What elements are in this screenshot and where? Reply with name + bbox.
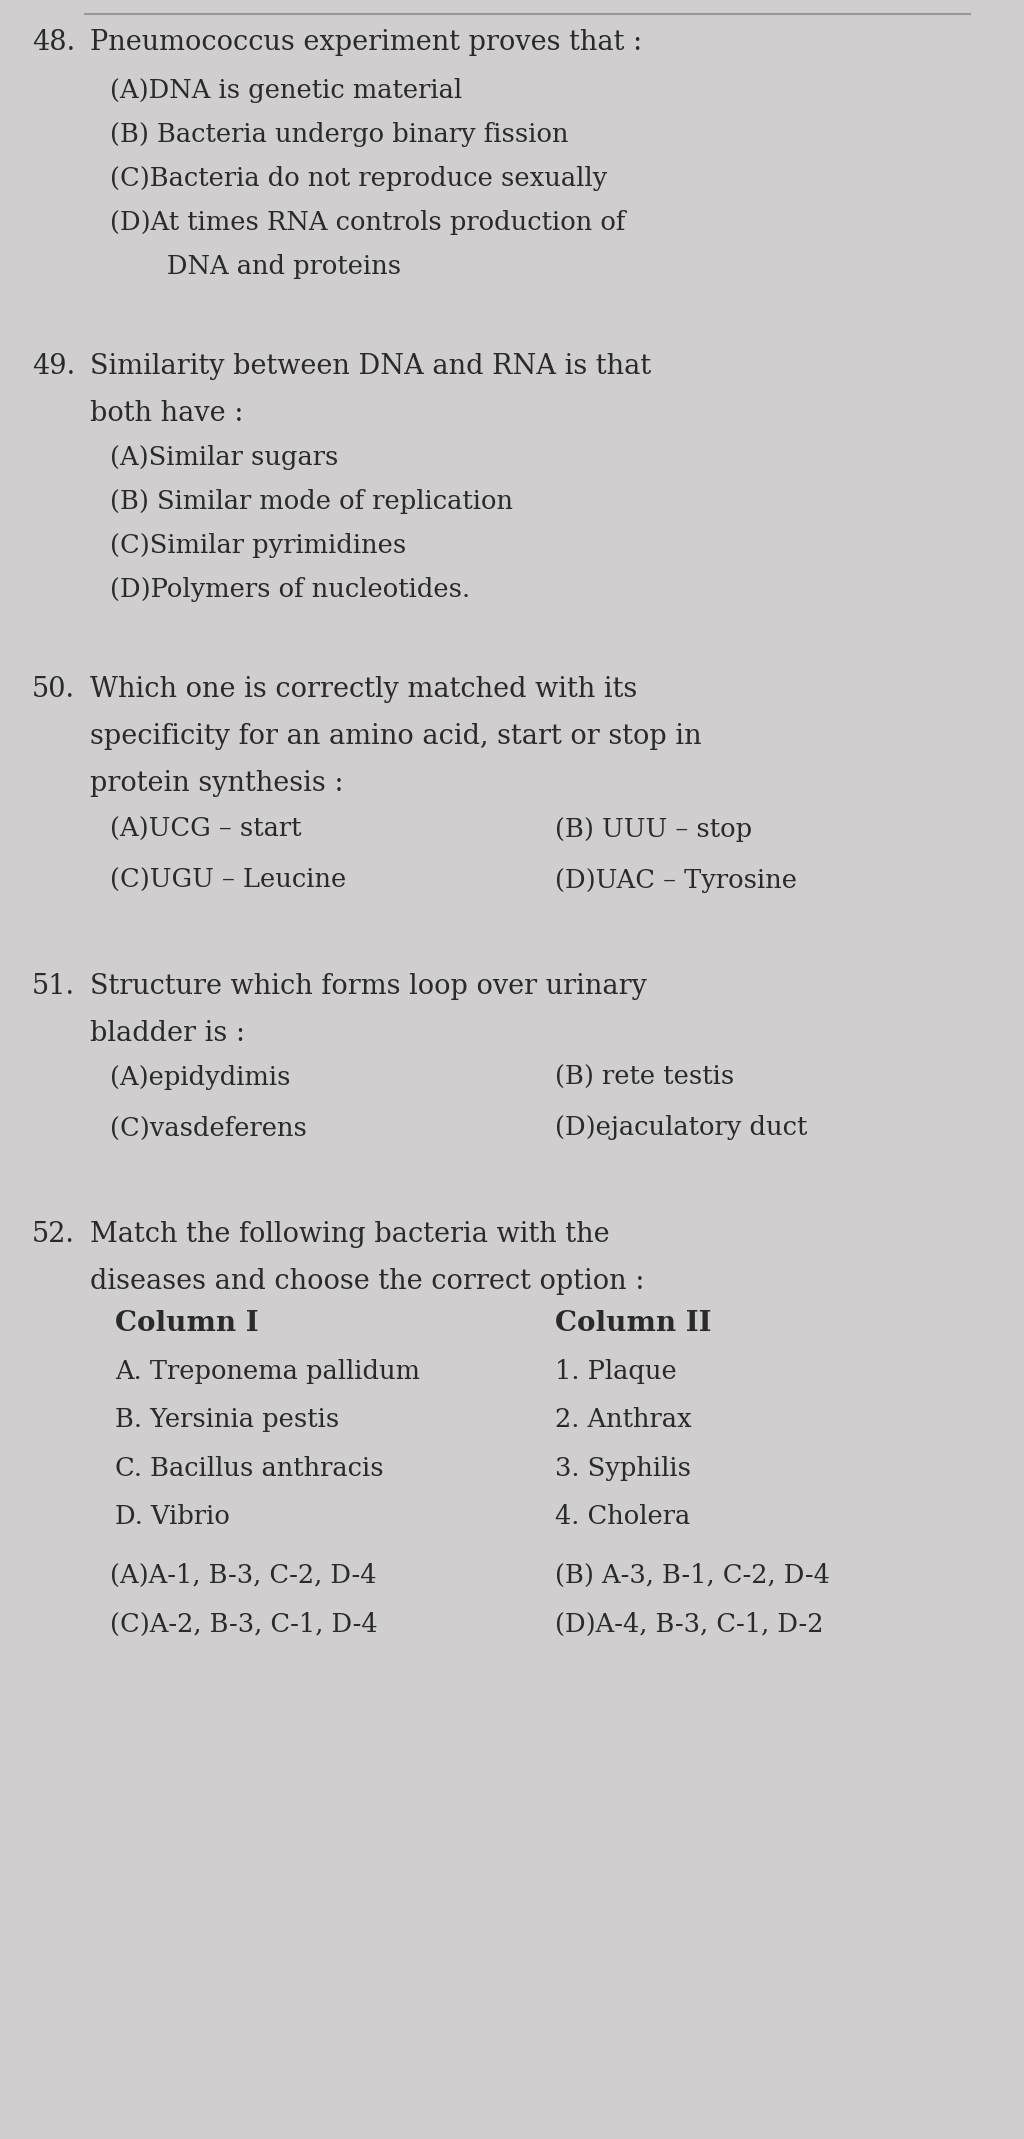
Text: Column I: Column I [115, 1311, 259, 1337]
Text: (D)UAC – Tyrosine: (D)UAC – Tyrosine [555, 868, 797, 892]
Text: (D)At times RNA controls production of: (D)At times RNA controls production of [110, 210, 626, 235]
Text: C. Bacillus anthracis: C. Bacillus anthracis [115, 1455, 384, 1480]
Text: Structure which forms loop over urinary: Structure which forms loop over urinary [90, 973, 647, 1001]
Text: 49.: 49. [32, 353, 75, 381]
Text: (C)A-2, B-3, C-1, D-4: (C)A-2, B-3, C-1, D-4 [110, 1613, 378, 1636]
Text: (A)DNA is genetic material: (A)DNA is genetic material [110, 79, 462, 103]
Text: (D)ejaculatory duct: (D)ejaculatory duct [555, 1114, 807, 1140]
Text: 4. Cholera: 4. Cholera [555, 1504, 690, 1529]
Text: Similarity between DNA and RNA is that: Similarity between DNA and RNA is that [90, 353, 651, 381]
Text: (C)vasdeferens: (C)vasdeferens [110, 1114, 307, 1140]
Text: (C)Bacteria do not reproduce sexually: (C)Bacteria do not reproduce sexually [110, 167, 607, 190]
Text: B. Yersinia pestis: B. Yersinia pestis [115, 1407, 339, 1433]
Text: 51.: 51. [32, 973, 75, 1001]
Text: (B) Similar mode of replication: (B) Similar mode of replication [110, 490, 513, 513]
Text: (B) UUU – stop: (B) UUU – stop [555, 817, 752, 843]
Text: (B) A-3, B-1, C-2, D-4: (B) A-3, B-1, C-2, D-4 [555, 1564, 829, 1589]
Text: A. Treponema pallidum: A. Treponema pallidum [115, 1358, 420, 1384]
Text: (A)Similar sugars: (A)Similar sugars [110, 445, 338, 471]
Text: (C)Similar pyrimidines: (C)Similar pyrimidines [110, 533, 407, 558]
Text: 3. Syphilis: 3. Syphilis [555, 1455, 691, 1480]
Text: (D)Polymers of nucleotides.: (D)Polymers of nucleotides. [110, 578, 470, 601]
Text: protein synthesis :: protein synthesis : [90, 770, 343, 798]
Text: Which one is correctly matched with its: Which one is correctly matched with its [90, 676, 637, 704]
Text: 1. Plaque: 1. Plaque [555, 1358, 677, 1384]
Text: 48.: 48. [32, 30, 75, 56]
Text: (B) Bacteria undergo binary fission: (B) Bacteria undergo binary fission [110, 122, 568, 148]
Text: specificity for an amino acid, start or stop in: specificity for an amino acid, start or … [90, 723, 701, 751]
Text: both have :: both have : [90, 400, 244, 428]
Text: bladder is :: bladder is : [90, 1020, 245, 1048]
Text: 50.: 50. [32, 676, 75, 704]
Text: Pneumococcus experiment proves that :: Pneumococcus experiment proves that : [90, 30, 642, 56]
Text: Match the following bacteria with the: Match the following bacteria with the [90, 1221, 609, 1247]
Text: D. Vibrio: D. Vibrio [115, 1504, 229, 1529]
Text: (A)UCG – start: (A)UCG – start [110, 817, 301, 843]
Text: (B) rete testis: (B) rete testis [555, 1065, 734, 1091]
Text: 2. Anthrax: 2. Anthrax [555, 1407, 691, 1433]
Text: (C)UGU – Leucine: (C)UGU – Leucine [110, 868, 346, 892]
Text: diseases and choose the correct option :: diseases and choose the correct option : [90, 1268, 644, 1294]
Text: 52.: 52. [32, 1221, 75, 1247]
Text: (A)A-1, B-3, C-2, D-4: (A)A-1, B-3, C-2, D-4 [110, 1564, 377, 1589]
Text: DNA and proteins: DNA and proteins [110, 255, 401, 280]
Text: (A)epidydimis: (A)epidydimis [110, 1065, 291, 1091]
Text: Column II: Column II [555, 1311, 712, 1337]
Text: (D)A-4, B-3, C-1, D-2: (D)A-4, B-3, C-1, D-2 [555, 1613, 823, 1636]
